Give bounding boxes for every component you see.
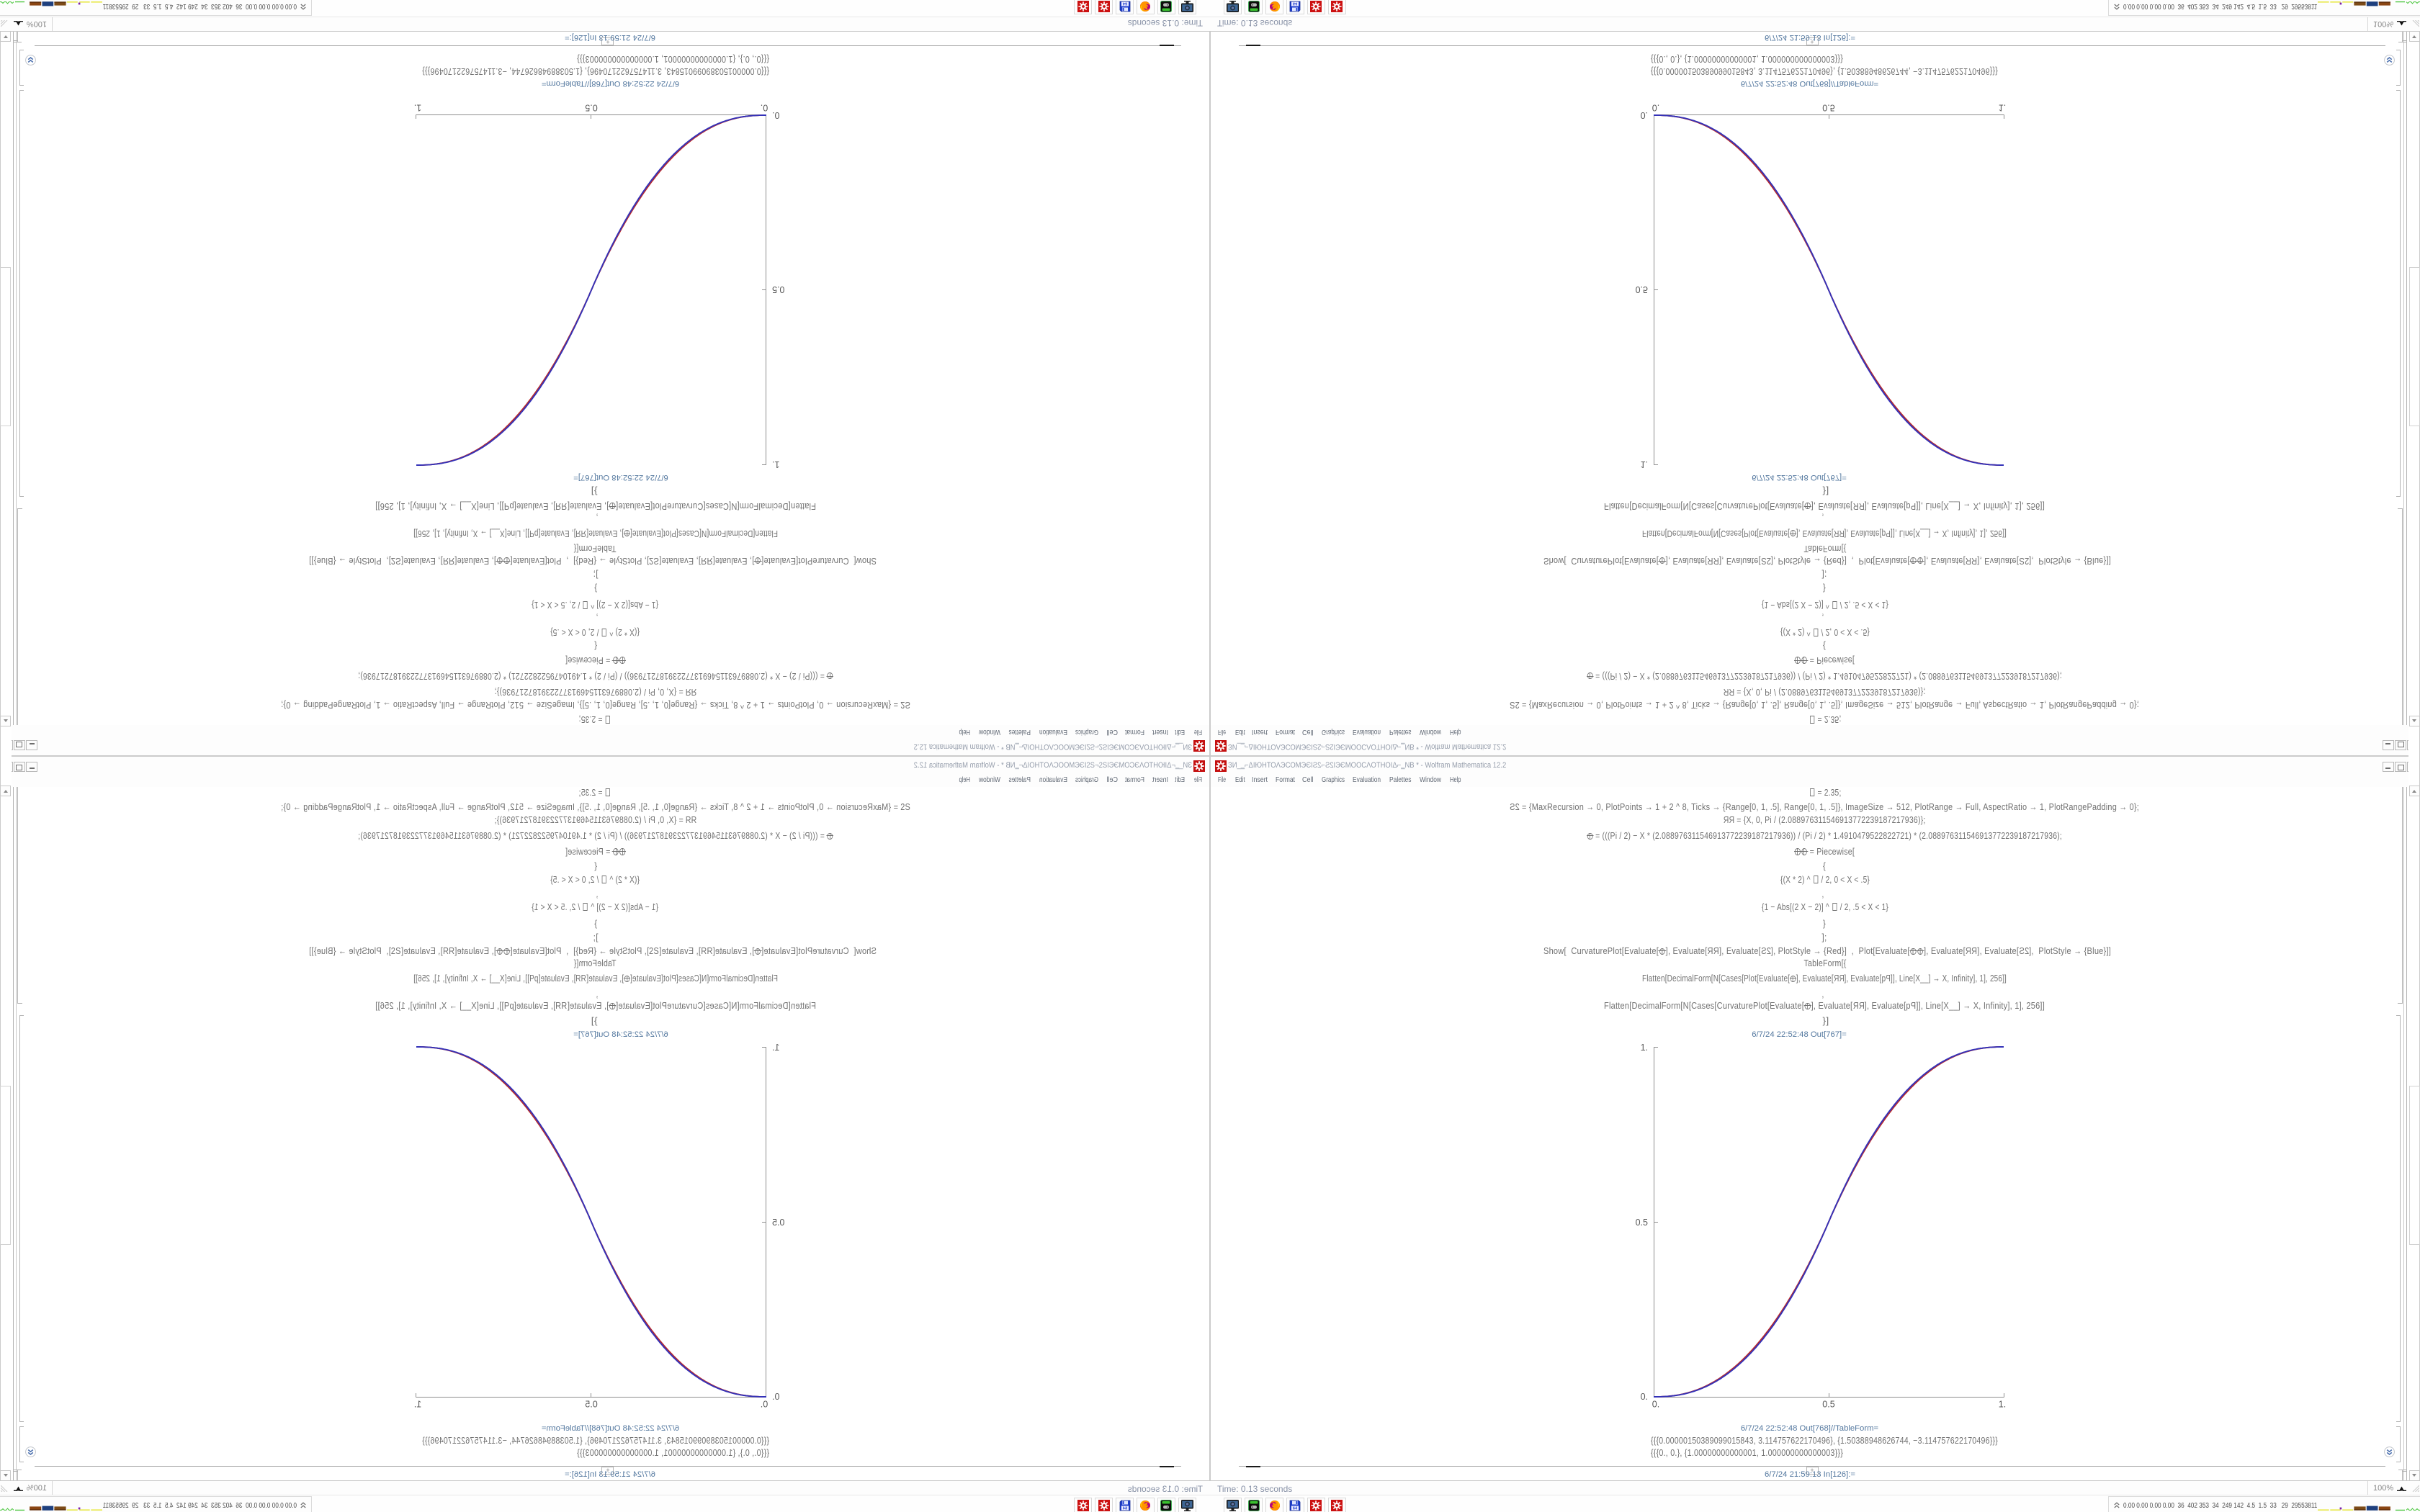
svg-text:1.: 1. — [1999, 103, 2006, 113]
svg-text:1.: 1. — [1999, 1400, 2006, 1410]
svg-text:64: 64 — [1122, 1506, 1127, 1511]
svg-text:0.5: 0.5 — [772, 1218, 784, 1228]
svg-text:0.: 0. — [772, 110, 779, 120]
svg-text:0.5: 0.5 — [1822, 103, 1834, 113]
svg-text:1.: 1. — [1641, 459, 1648, 469]
svg-text:0.: 0. — [761, 103, 768, 113]
svg-text:0.5: 0.5 — [585, 1400, 597, 1410]
svg-text:64: 64 — [1122, 1, 1127, 6]
svg-text:64: 64 — [1293, 1, 1298, 6]
svg-text:0.: 0. — [1652, 1400, 1659, 1410]
svg-text:0.5: 0.5 — [1822, 1400, 1834, 1410]
svg-text:1.: 1. — [414, 1400, 421, 1410]
svg-text:64: 64 — [1293, 1506, 1298, 1511]
svg-text:0.: 0. — [1641, 1392, 1648, 1402]
svg-text:1.: 1. — [1641, 1043, 1648, 1053]
svg-text:0.5: 0.5 — [1636, 284, 1648, 294]
svg-text:1.: 1. — [772, 1043, 779, 1053]
svg-text:1.: 1. — [772, 459, 779, 469]
svg-text:1.: 1. — [414, 103, 421, 113]
svg-text:0.: 0. — [761, 1400, 768, 1410]
svg-text:0.: 0. — [772, 1392, 779, 1402]
svg-text:0.5: 0.5 — [772, 284, 784, 294]
svg-text:0.: 0. — [1652, 103, 1659, 113]
svg-text:0.5: 0.5 — [1636, 1218, 1648, 1228]
svg-text:0.5: 0.5 — [585, 103, 597, 113]
svg-text:0.: 0. — [1641, 110, 1648, 120]
